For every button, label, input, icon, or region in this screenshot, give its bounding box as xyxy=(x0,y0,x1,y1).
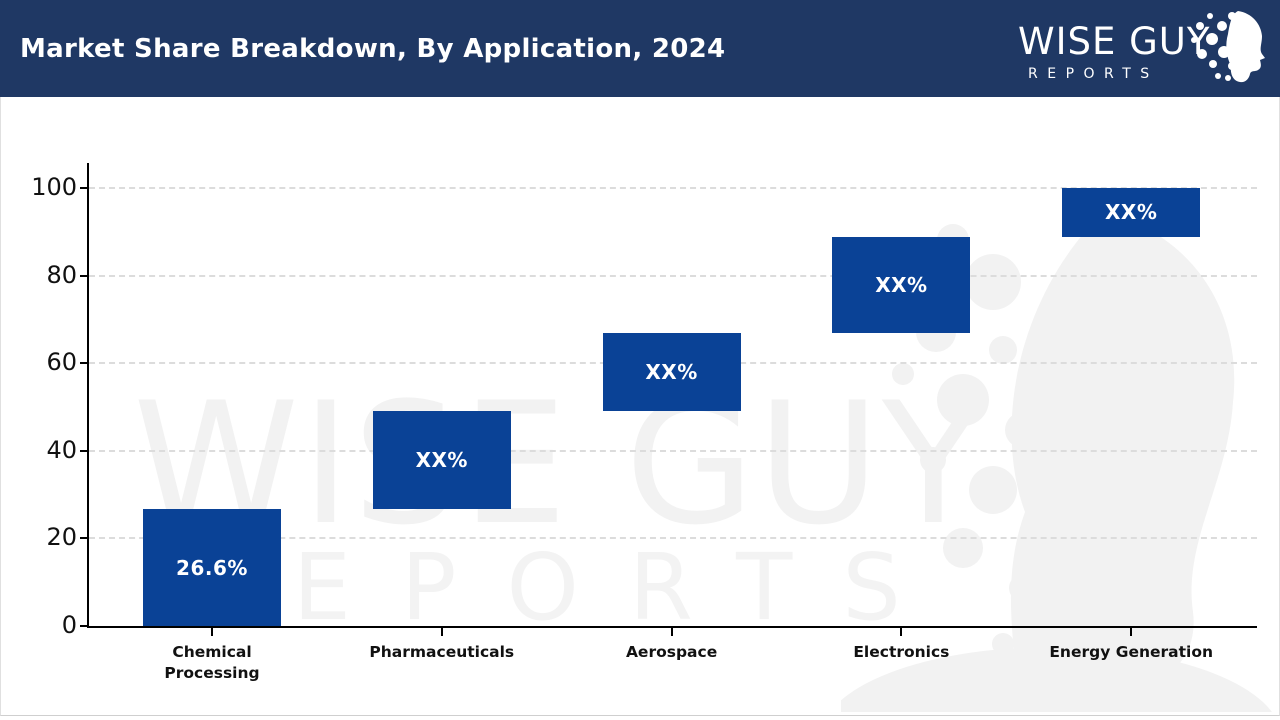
y-tick-mark xyxy=(80,537,89,540)
y-tick-label: 40 xyxy=(46,435,77,464)
watermark-face-icon xyxy=(841,212,1272,712)
y-tick-mark xyxy=(80,362,89,365)
x-category-label: Pharmaceuticals xyxy=(369,643,515,661)
gridline xyxy=(89,449,1257,452)
y-axis-line xyxy=(87,163,89,628)
bar-value-label: 26.6% xyxy=(176,555,248,580)
chart-title: Market Share Breakdown, By Application, … xyxy=(20,33,726,64)
gridline xyxy=(89,274,1257,277)
bar-value-label: XX% xyxy=(415,448,468,473)
bar-value-label: XX% xyxy=(645,360,698,385)
header-bar: Market Share Breakdown, By Application, … xyxy=(0,0,1280,97)
x-category-label: Electronics xyxy=(853,643,950,661)
y-tick-mark xyxy=(80,274,89,277)
x-axis-line xyxy=(87,626,1257,628)
wise-guy-logo: WISE GUY REPORTS xyxy=(1018,11,1265,83)
x-tick-mark xyxy=(1130,628,1133,636)
y-tick-label: 20 xyxy=(46,523,77,552)
plot-area: WISE GUY REPORTS 0 20 40 60 80 100 26.6% Chemic… xyxy=(0,97,1280,716)
y-tick-label: 100 xyxy=(31,173,77,201)
bar: XX% xyxy=(372,411,511,510)
y-tick-label: 80 xyxy=(46,260,77,289)
x-category-label: Energy Generation xyxy=(1049,643,1214,661)
x-category-label: Chemical Processing xyxy=(164,643,260,682)
y-tick-mark xyxy=(80,625,89,627)
logo-wordmark: WISE GUY xyxy=(1018,20,1210,63)
x-tick-mark xyxy=(211,628,213,636)
x-tick-mark xyxy=(900,628,903,636)
bar: XX% xyxy=(832,236,971,333)
y-tick-mark xyxy=(80,187,89,189)
bar: 26.6% xyxy=(143,509,281,626)
bar-value-label: XX% xyxy=(875,272,928,297)
bar: XX% xyxy=(602,332,741,412)
x-category-label: Aerospace xyxy=(625,643,718,661)
y-tick-label: 60 xyxy=(46,348,77,377)
x-tick-mark xyxy=(440,628,443,636)
bar-value-label: XX% xyxy=(1104,200,1158,225)
logo-face-icon xyxy=(1191,11,1265,83)
y-tick-label: 0 xyxy=(61,611,77,639)
x-tick-mark xyxy=(670,628,673,636)
y-tick-mark xyxy=(80,449,89,452)
gridline xyxy=(89,537,1257,540)
logo-reports-label: REPORTS xyxy=(1028,66,1159,82)
watermark-reports-label: REPORTS xyxy=(179,534,951,641)
bar: XX% xyxy=(1062,188,1201,237)
gridline xyxy=(89,187,1257,189)
